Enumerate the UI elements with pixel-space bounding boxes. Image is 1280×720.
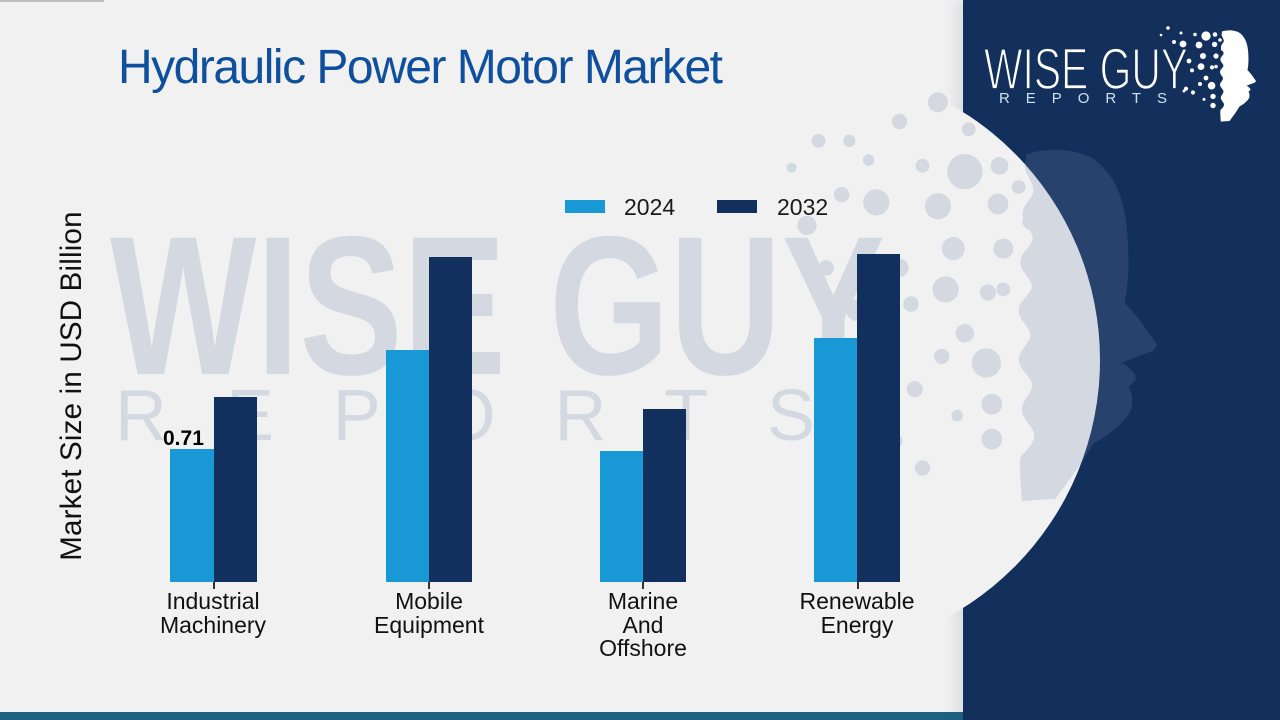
svg-text:WISE GUY: WISE GUY: [110, 195, 885, 416]
svg-text:REPORTS: REPORTS: [999, 90, 1177, 107]
svg-text:WISE GUY: WISE GUY: [985, 37, 1188, 102]
